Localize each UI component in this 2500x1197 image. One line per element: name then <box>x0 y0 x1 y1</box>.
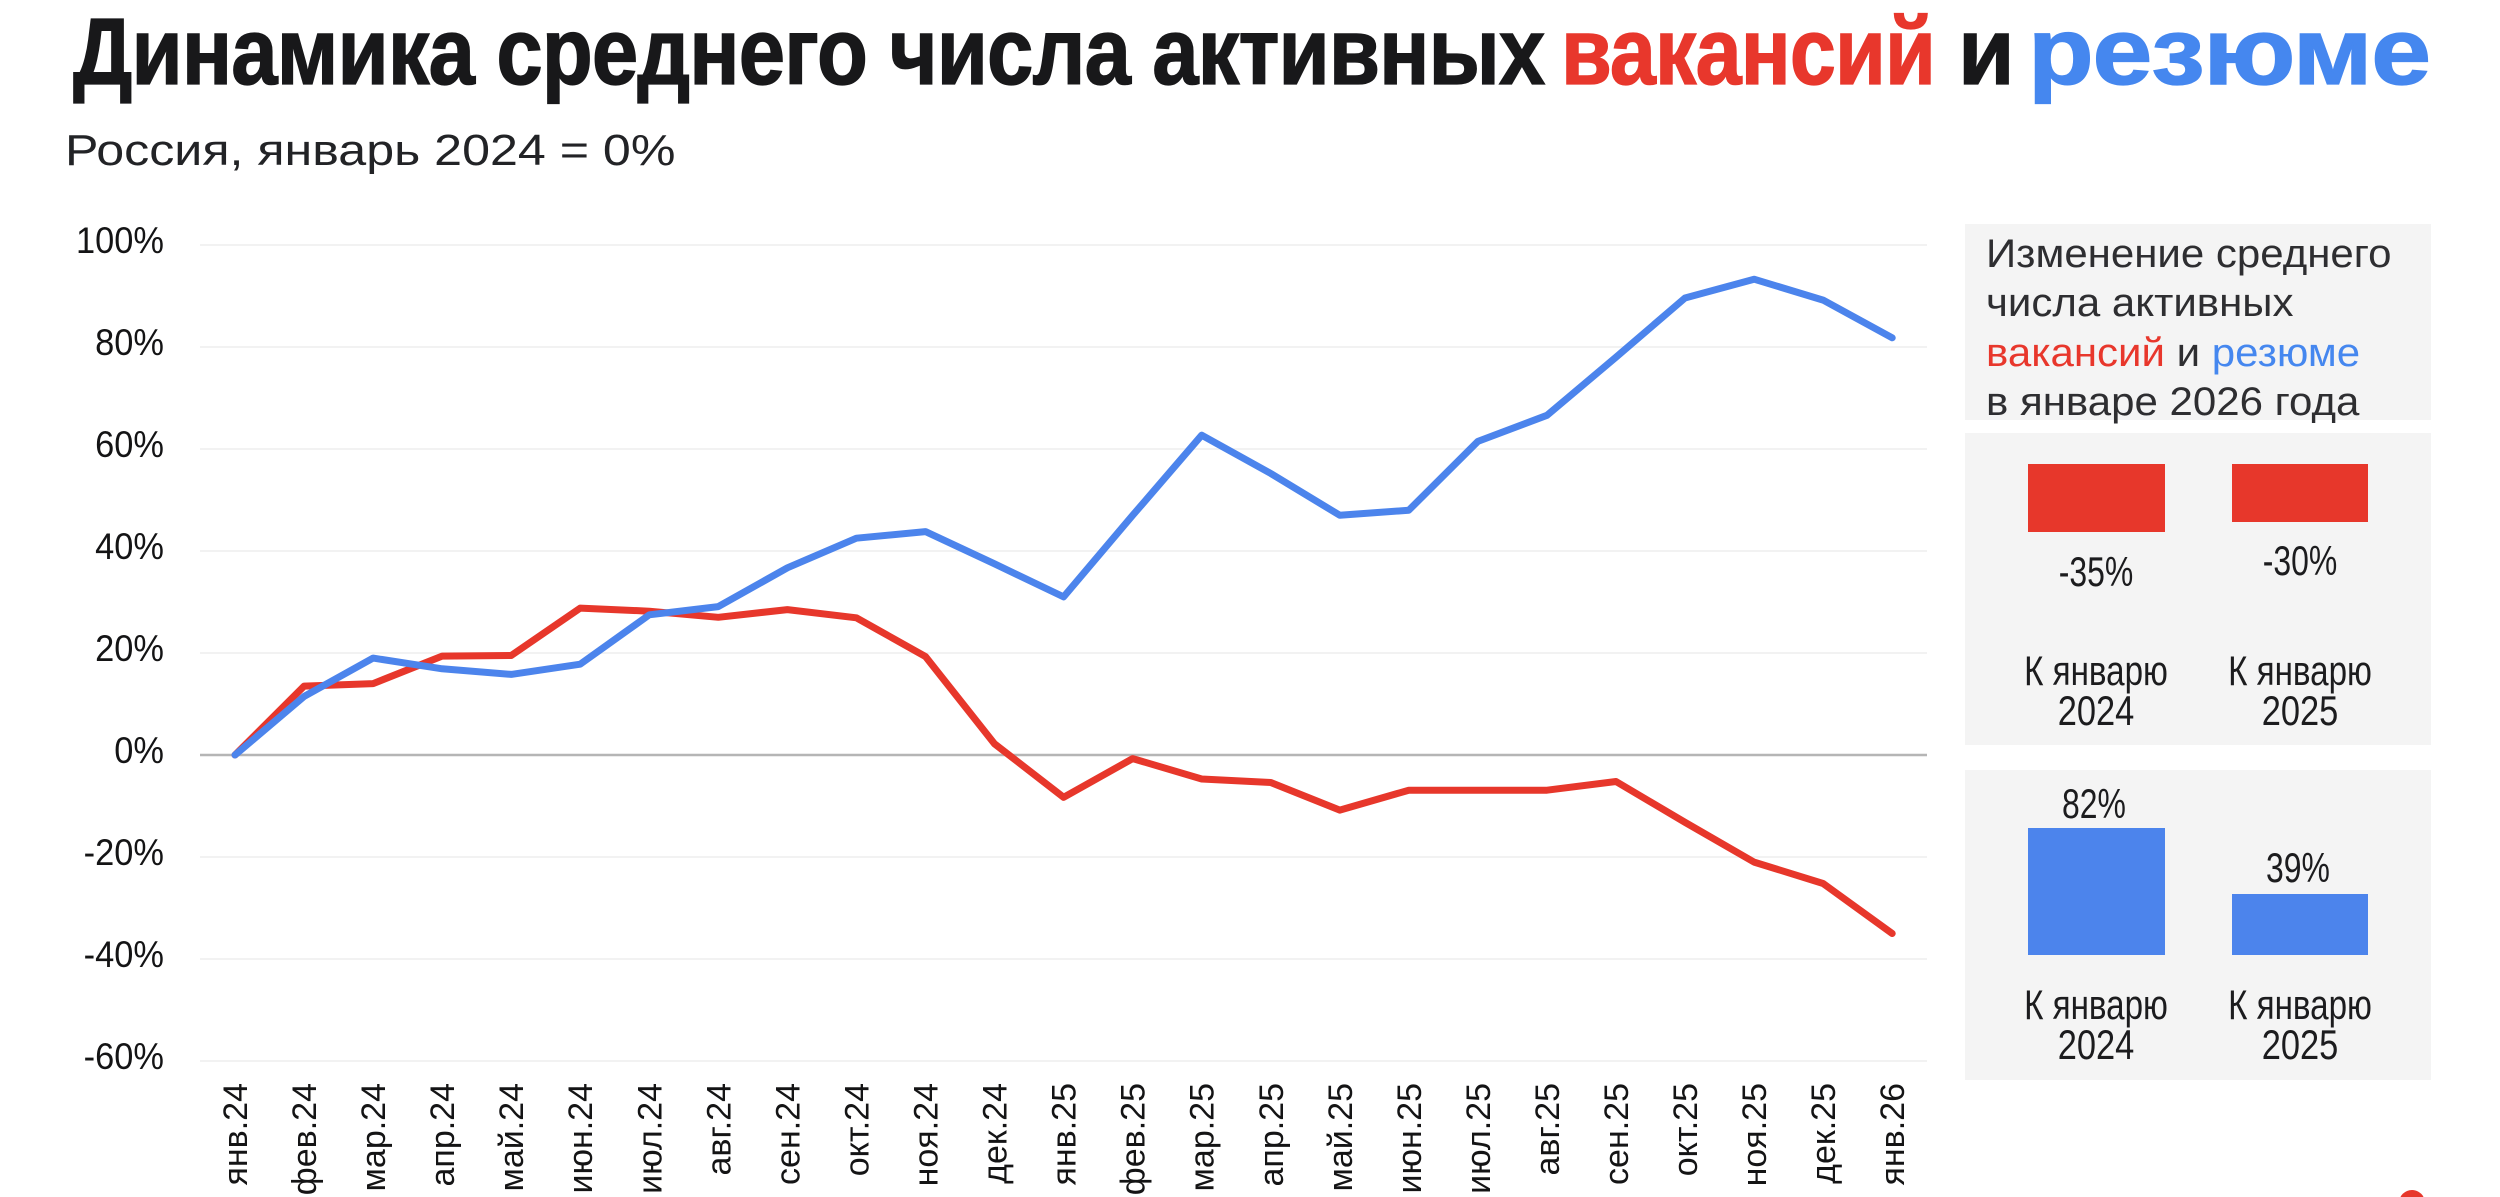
svg-text:фев.24: фев.24 <box>286 1083 324 1195</box>
svg-text:дек.24: дек.24 <box>977 1083 1015 1184</box>
svg-text:фев.25: фев.25 <box>1115 1083 1153 1195</box>
svg-text:дек.25: дек.25 <box>1805 1083 1843 1184</box>
svg-text:июн.24: июн.24 <box>562 1083 600 1194</box>
svg-text:К январю: К январю <box>2228 648 2372 695</box>
svg-text:80%: 80% <box>95 322 164 363</box>
svg-text:39%: 39% <box>2266 844 2330 891</box>
svg-text:0%: 0% <box>114 730 164 771</box>
svg-text:апр.25: апр.25 <box>1253 1083 1291 1187</box>
svg-text:2025: 2025 <box>2262 1022 2339 1069</box>
svg-text:2024: 2024 <box>2058 688 2135 735</box>
svg-text:авг.24: авг.24 <box>700 1083 738 1176</box>
svg-text:авг.25: авг.25 <box>1529 1083 1567 1176</box>
svg-text:К январю: К январю <box>2228 982 2372 1029</box>
svg-text:-35%: -35% <box>2059 548 2134 595</box>
svg-text:20%: 20% <box>95 628 164 669</box>
svg-text:2025: 2025 <box>2262 688 2339 735</box>
svg-text:К январю: К январю <box>2024 648 2168 695</box>
svg-text:сен.25: сен.25 <box>1598 1083 1636 1185</box>
svg-text:ноя.24: ноя.24 <box>908 1083 946 1186</box>
svg-text:окт.24: окт.24 <box>838 1083 876 1176</box>
svg-text:июн.25: июн.25 <box>1391 1083 1429 1194</box>
svg-text:ноя.25: ноя.25 <box>1736 1083 1774 1186</box>
svg-text:-20%: -20% <box>84 832 164 873</box>
svg-text:мар.24: мар.24 <box>355 1083 393 1191</box>
svg-text:окт.25: окт.25 <box>1667 1083 1705 1176</box>
svg-text:60%: 60% <box>95 424 164 465</box>
svg-text:июл.25: июл.25 <box>1460 1083 1498 1194</box>
svg-text:апр.24: апр.24 <box>424 1083 462 1187</box>
svg-text:100%: 100% <box>76 220 164 261</box>
svg-text:янв.24: янв.24 <box>217 1083 255 1186</box>
svg-text:-60%: -60% <box>84 1036 164 1077</box>
svg-text:82%: 82% <box>2062 780 2126 827</box>
svg-text:2024: 2024 <box>2058 1022 2135 1069</box>
svg-text:-40%: -40% <box>84 934 164 975</box>
svg-text:40%: 40% <box>95 526 164 567</box>
svg-text:янв.26: янв.26 <box>1874 1083 1912 1186</box>
svg-text:сен.24: сен.24 <box>769 1083 807 1185</box>
svg-text:-30%: -30% <box>2263 537 2338 584</box>
svg-text:июл.24: июл.24 <box>631 1083 669 1194</box>
svg-text:май.25: май.25 <box>1322 1083 1360 1192</box>
svg-text:янв.25: янв.25 <box>1046 1083 1084 1186</box>
svg-text:К январю: К январю <box>2024 982 2168 1029</box>
svg-text:май.24: май.24 <box>493 1083 531 1192</box>
svg-text:мар.25: мар.25 <box>1184 1083 1222 1191</box>
